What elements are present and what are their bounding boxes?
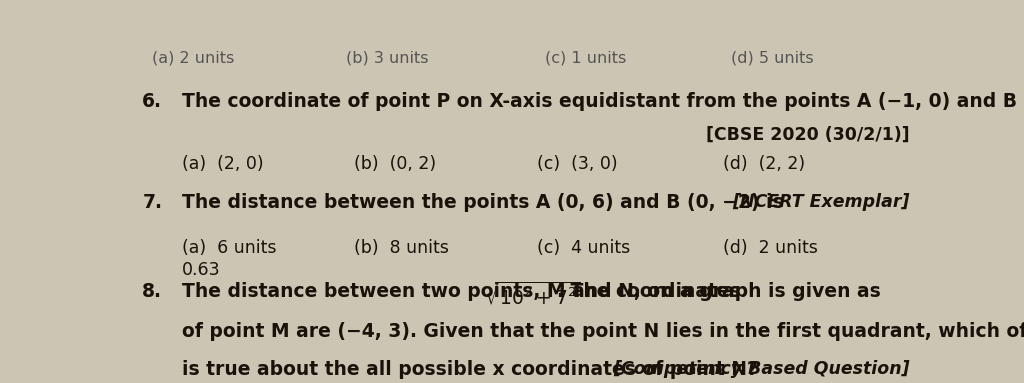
Text: (d) 5 units: (d) 5 units xyxy=(731,51,814,65)
Text: (b) 3 units: (b) 3 units xyxy=(346,51,429,65)
Text: of point M are (−4, 3). Given that the point N lies in the first quadrant, which: of point M are (−4, 3). Given that the p… xyxy=(182,322,1024,341)
Text: (b)  8 units: (b) 8 units xyxy=(354,239,450,257)
Text: (d)  2 units: (d) 2 units xyxy=(723,239,818,257)
Text: (a)  6 units: (a) 6 units xyxy=(182,239,276,257)
Text: $\sqrt{10^2+7^2}$: $\sqrt{10^2+7^2}$ xyxy=(483,282,581,309)
Text: [NCERT Exemplar]: [NCERT Exemplar] xyxy=(732,193,909,211)
Text: (a)  (2, 0): (a) (2, 0) xyxy=(182,155,263,173)
Text: The distance between the points A (0, 6) and B (0, −2) is: The distance between the points A (0, 6)… xyxy=(182,193,783,213)
Text: 6.: 6. xyxy=(142,92,162,111)
Text: (c)  4 units: (c) 4 units xyxy=(537,239,630,257)
Text: (b)  (0, 2): (b) (0, 2) xyxy=(354,155,436,173)
Text: (a) 2 units: (a) 2 units xyxy=(152,51,234,65)
Text: (c) 1 units: (c) 1 units xyxy=(545,51,626,65)
Text: [Competency Based Question]: [Competency Based Question] xyxy=(613,360,909,378)
Text: The distance between two points, M and N, on a graph is given as: The distance between two points, M and N… xyxy=(182,282,887,301)
Text: The coordinate of point P on X-axis equidistant from the points A (−1, 0) and B : The coordinate of point P on X-axis equi… xyxy=(182,92,1024,111)
Text: . The coordinates: . The coordinates xyxy=(557,282,740,301)
Text: is true about the all possible x coordinates of point N?: is true about the all possible x coordin… xyxy=(182,360,758,379)
Text: (c)  (3, 0): (c) (3, 0) xyxy=(537,155,617,173)
Text: 8.: 8. xyxy=(142,282,162,301)
Text: 7.: 7. xyxy=(142,193,162,213)
Text: 0.63: 0.63 xyxy=(182,261,220,279)
Text: [CBSE 2020 (30/2/1)]: [CBSE 2020 (30/2/1)] xyxy=(707,126,909,144)
Text: (d)  (2, 2): (d) (2, 2) xyxy=(723,155,805,173)
